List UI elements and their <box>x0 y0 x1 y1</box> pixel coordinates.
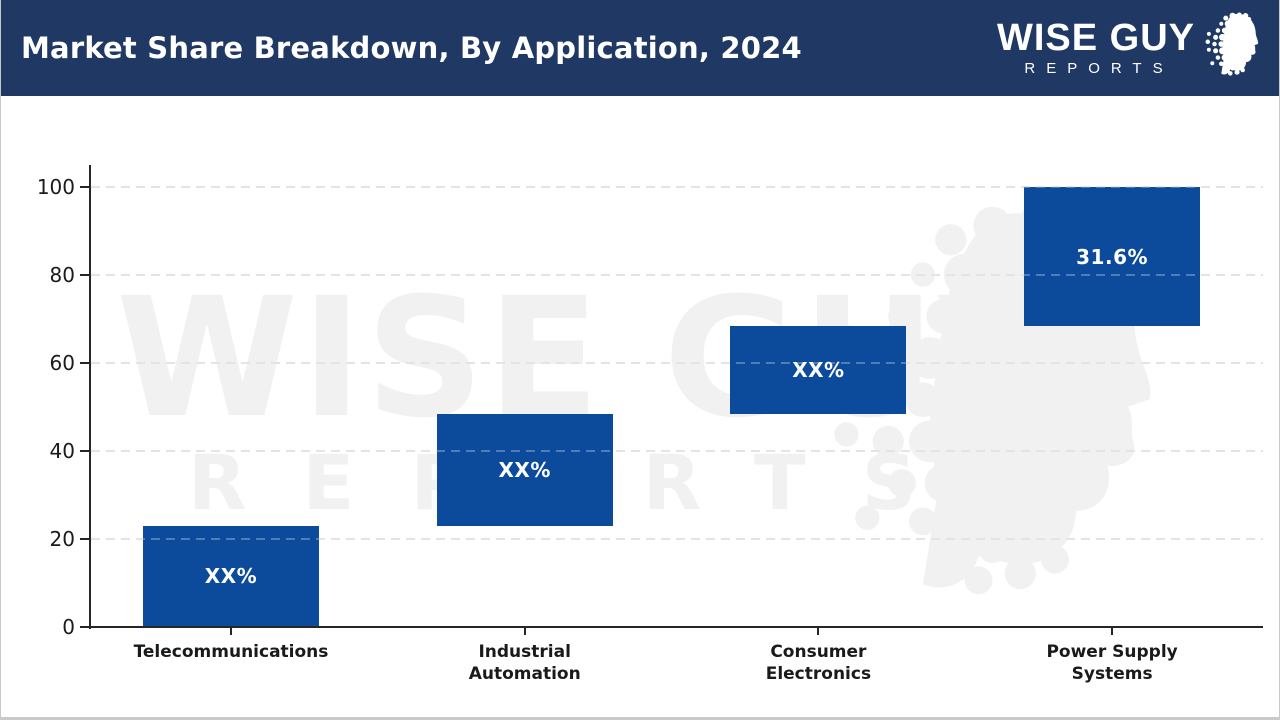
y-axis-line <box>89 165 91 629</box>
chart-title: Market Share Breakdown, By Application, … <box>21 31 802 65</box>
x-axis-category-label: Power Supply Systems <box>1046 642 1178 684</box>
y-axis-tick-label: 40 <box>49 439 75 463</box>
gridline <box>91 450 1263 452</box>
gridline-overlay <box>91 450 1263 452</box>
x-axis-category-label: Industrial Automation <box>468 642 581 684</box>
y-axis-tick-label: 20 <box>49 527 75 551</box>
gridline <box>91 362 1263 364</box>
x-axis-category-label: Consumer Electronics <box>765 642 872 684</box>
bar-segment: XX% <box>436 414 613 526</box>
gridline <box>91 186 1263 188</box>
y-axis-tick-label: 100 <box>36 175 75 199</box>
brand-name: WISE GUY <box>996 17 1195 59</box>
x-axis-category-label: Telecommunications <box>133 642 329 662</box>
bar-value-label: XX% <box>498 457 551 482</box>
bar-value-label: 31.6% <box>1076 244 1149 269</box>
brand-logo: WISE GUY REPORTS <box>997 10 1263 86</box>
brand-subname: REPORTS <box>1024 60 1174 77</box>
y-axis-tick-label: 0 <box>62 615 75 639</box>
x-tick-mark <box>523 628 526 635</box>
y-axis-tick-label: 80 <box>49 263 75 287</box>
header-bar: Market Share Breakdown, By Application, … <box>1 0 1279 96</box>
y-tick-mark <box>80 186 89 188</box>
y-tick-mark <box>80 362 89 364</box>
bar-segment: XX% <box>730 326 907 415</box>
bar-segment: XX% <box>143 525 319 627</box>
y-tick-mark <box>80 450 89 452</box>
bar-value-label: XX% <box>792 358 845 383</box>
bar-value-label: XX% <box>204 564 258 589</box>
x-tick-mark <box>1111 628 1114 635</box>
y-tick-mark <box>80 626 89 628</box>
gridline-overlay <box>91 362 1263 364</box>
gridline <box>91 274 1263 276</box>
x-axis-line <box>89 626 1263 628</box>
x-tick-mark <box>817 628 820 635</box>
gridline-overlay <box>91 274 1263 276</box>
x-tick-mark <box>230 628 232 635</box>
wise-guy-head-icon <box>1201 10 1263 86</box>
bar-segment: 31.6% <box>1024 187 1201 327</box>
gridline <box>91 538 1263 540</box>
gridline-overlay <box>91 538 1263 540</box>
gridline-overlay <box>91 186 1263 188</box>
y-tick-mark <box>80 538 89 540</box>
y-tick-mark <box>80 274 89 276</box>
y-axis-tick-label: 60 <box>49 351 75 375</box>
brand-logo-text: WISE GUY REPORTS <box>997 19 1195 77</box>
